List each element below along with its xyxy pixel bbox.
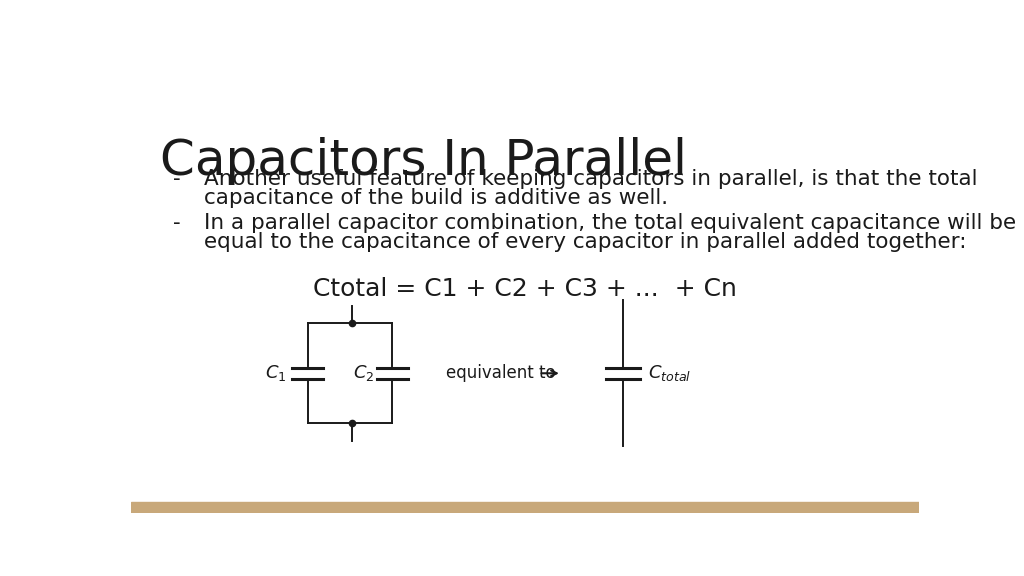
- Text: Ctotal = C1 + C2 + C3 + ...  + Cn: Ctotal = C1 + C2 + C3 + ... + Cn: [313, 277, 736, 301]
- Text: $C_2$: $C_2$: [352, 363, 374, 383]
- Text: $C_{total}$: $C_{total}$: [648, 363, 691, 383]
- Text: $C_1$: $C_1$: [264, 363, 286, 383]
- Text: -: -: [173, 169, 180, 190]
- Text: -: -: [173, 213, 180, 233]
- Text: In a parallel capacitor combination, the total equivalent capacitance will be: In a parallel capacitor combination, the…: [204, 213, 1016, 233]
- Text: capacitance of the build is additive as well.: capacitance of the build is additive as …: [204, 188, 668, 209]
- Bar: [131, 502, 920, 513]
- Text: Capacitors In Parallel: Capacitors In Parallel: [160, 137, 687, 185]
- Text: equal to the capacitance of every capacitor in parallel added together:: equal to the capacitance of every capaci…: [204, 232, 967, 252]
- Text: equivalent to: equivalent to: [446, 364, 556, 382]
- Text: Another useful feature of keeping capacitors in parallel, is that the total: Another useful feature of keeping capaci…: [204, 169, 977, 190]
